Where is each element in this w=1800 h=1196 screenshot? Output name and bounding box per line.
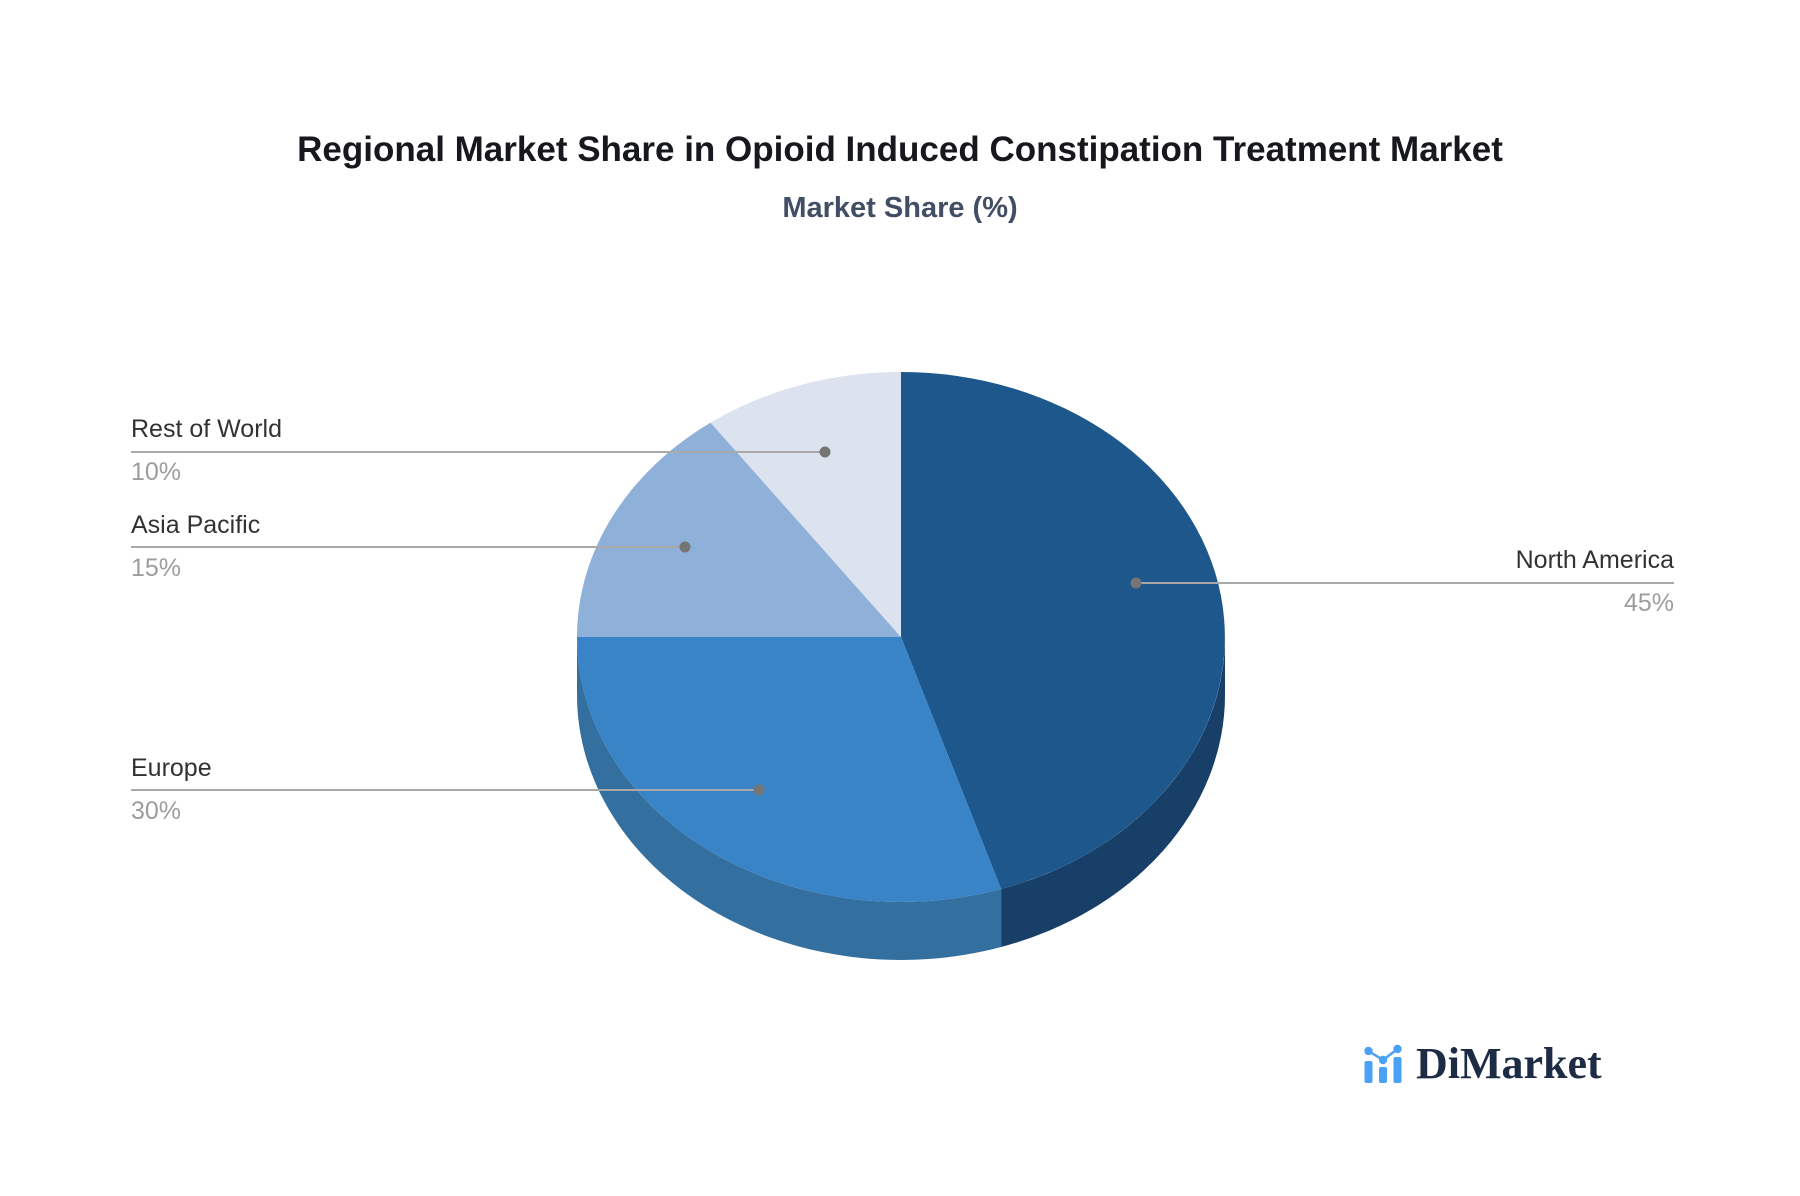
leader-dot-rest-of-world <box>819 446 831 458</box>
leader-dot-asia-pacific <box>679 541 691 553</box>
pie-side-north-america <box>1001 637 1225 947</box>
slice-percent: 15% <box>131 554 182 582</box>
pie-slice-rest-of-world[interactable] <box>710 372 901 637</box>
slice-label: Asia Pacific <box>131 511 261 539</box>
pie-slice-europe[interactable] <box>577 637 1002 902</box>
label-europe: Europe 30% <box>131 753 212 826</box>
pie-slice-asia-pacific[interactable] <box>577 422 901 637</box>
label-north-america: North America 45% <box>1516 545 1674 618</box>
slice-label: North America <box>1515 546 1674 574</box>
brand-logo: DiMarket <box>1360 1040 1602 1088</box>
brand-name: DiMarket <box>1416 1039 1602 1088</box>
pie-slice-north-america[interactable] <box>901 372 1225 889</box>
chart-subtitle: Market Share (%) <box>782 192 1018 224</box>
label-rest-of-world: Rest of World 10% <box>131 414 282 487</box>
slice-percent: 45% <box>1623 589 1674 617</box>
leader-dot-europe <box>753 784 765 796</box>
bar-line-chart-icon <box>1364 1044 1402 1083</box>
pie-side-europe <box>577 637 1002 960</box>
label-asia-pacific: Asia Pacific 15% <box>131 510 260 583</box>
slice-percent: 30% <box>131 797 182 825</box>
leader-dot-north-america <box>1130 577 1142 589</box>
chart-title: Regional Market Share in Opioid Induced … <box>297 130 1503 169</box>
slice-label: Europe <box>131 754 212 782</box>
slice-percent: 10% <box>131 458 182 486</box>
slice-label: Rest of World <box>131 415 282 443</box>
